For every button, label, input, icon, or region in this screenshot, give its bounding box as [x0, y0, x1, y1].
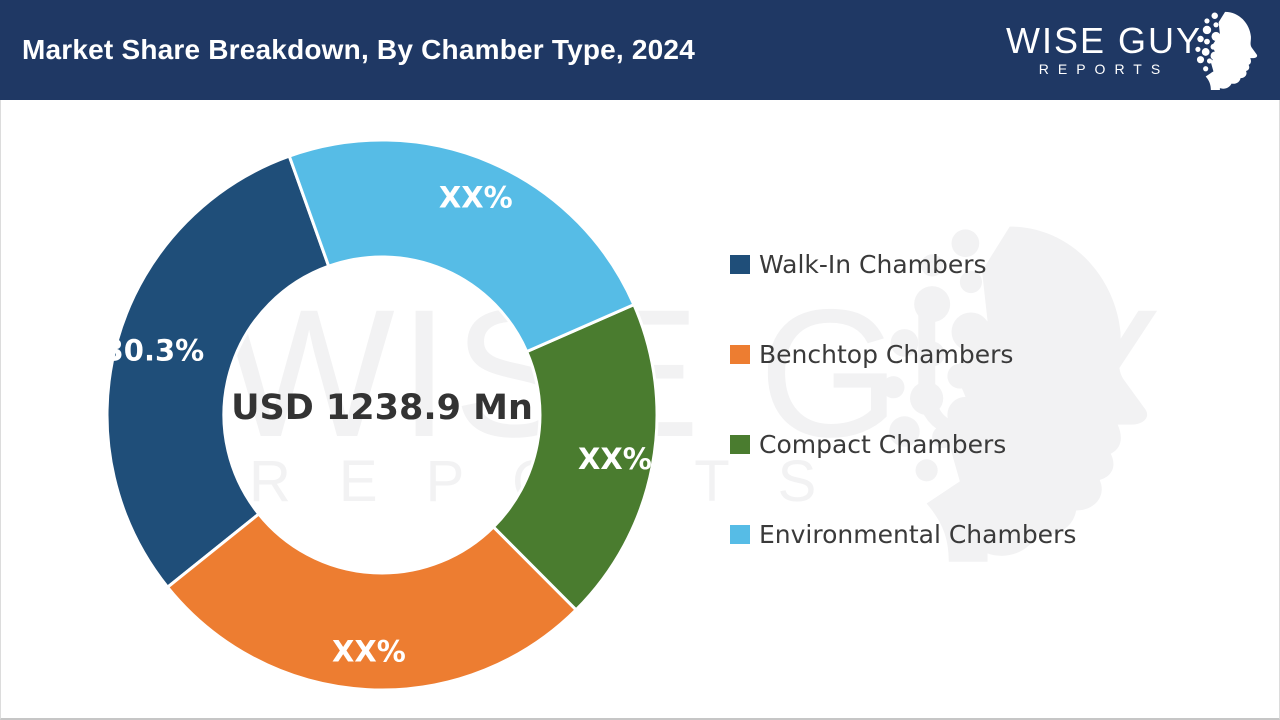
chart-legend: Walk-In Chambers Benchtop Chambers Compact… [730, 249, 1077, 549]
legend-label: Benchtop Chambers [759, 339, 1014, 369]
legend-swatch-icon [730, 254, 750, 274]
legend-swatch-icon [730, 434, 750, 454]
wiseguy-logo: WISE GUY REPORTS [1006, 8, 1280, 92]
legend-label: Compact Chambers [759, 429, 1007, 459]
header-bar: Market Share Breakdown, By Chamber Type,… [0, 0, 1280, 100]
donut-slice-0[interactable] [105, 154, 331, 589]
page-title: Market Share Breakdown, By Chamber Type,… [22, 34, 695, 65]
donut-slice-3[interactable] [287, 138, 636, 354]
donut-slice-1[interactable] [166, 512, 578, 692]
slice-label-3: XX% [439, 180, 513, 214]
donut-chart[interactable]: 30.3% XX% XX% XX% [1, 100, 721, 720]
legend-item-0[interactable]: Walk-In Chambers [730, 249, 1076, 279]
slice-label-2: XX% [578, 442, 652, 476]
legend-item-1[interactable]: Benchtop Chambers [730, 339, 1076, 369]
legend-swatch-icon [730, 344, 750, 364]
legend-label: Walk-In Chambers [759, 249, 987, 279]
legend-swatch-icon [730, 524, 750, 544]
wiseguy-face-icon [1195, 11, 1258, 91]
logo-wordmark: WISE GUY [1005, 20, 1202, 61]
chart-center-value: USD 1238.9 Mn [231, 388, 533, 428]
legend-item-3[interactable]: Environmental Chambers [730, 519, 1077, 549]
logo-subtitle: REPORTS [1038, 61, 1170, 77]
legend-item-2[interactable]: Compact Chambers [730, 429, 1076, 459]
chart-canvas: WISE GUY REPORTS 30.3%XX%XX%XX% USD 1238… [0, 100, 1280, 720]
donut-slice-2[interactable] [492, 303, 659, 612]
legend-label: Environmental Chambers [759, 519, 1077, 549]
slice-label-1: XX% [332, 635, 406, 669]
slice-label-0: 30.3% [104, 334, 205, 368]
wiseguy-logo-text: WISE GUY REPORTS [1005, 20, 1202, 78]
